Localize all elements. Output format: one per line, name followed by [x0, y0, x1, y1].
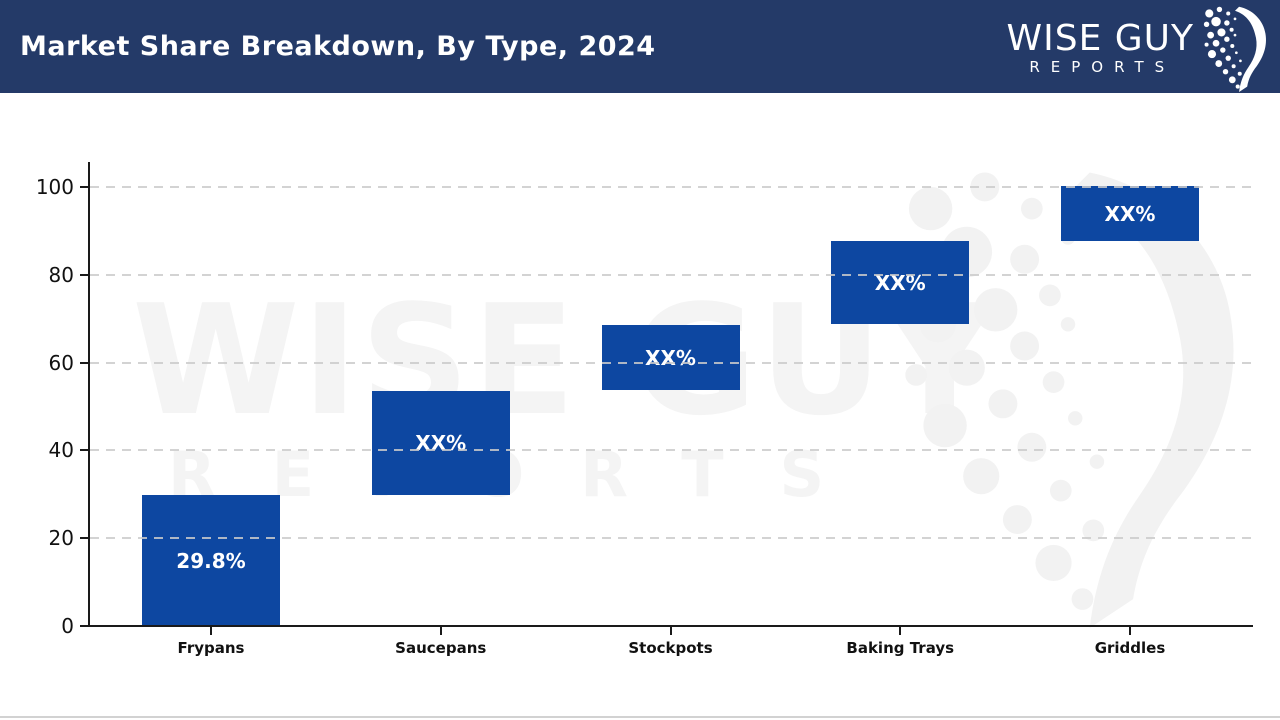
bar-stockpots: XX% — [601, 325, 740, 391]
x-category-label: Stockpots — [628, 639, 713, 657]
footer-divider — [0, 716, 1280, 718]
x-tick-3 — [899, 627, 902, 635]
brand-name: WISE GUY — [1006, 17, 1194, 59]
gridline-20 — [90, 537, 1253, 540]
x-tick-4 — [1129, 627, 1131, 635]
gridline-80 — [90, 273, 1253, 276]
y-tick-label-60: 60 — [48, 350, 74, 375]
brand-logo: WISE GUY REPORTS — [1006, 6, 1273, 92]
y-tick-100 — [80, 186, 89, 188]
y-tick-80 — [80, 273, 89, 276]
header-band: Market Share Breakdown, By Type, 2024 WI… — [0, 0, 1280, 93]
bar-baking-trays: XX% — [831, 240, 970, 325]
brand-logo-text: WISE GUY REPORTS — [1006, 17, 1195, 77]
bar-frypans: 29.8% — [142, 495, 280, 626]
x-axis-spine — [88, 625, 1253, 627]
brand-face-icon — [1203, 6, 1266, 92]
page-title: Market Share Breakdown, By Type, 2024 — [20, 31, 656, 62]
y-tick-label-20: 20 — [48, 526, 74, 551]
x-tick-0 — [210, 627, 212, 635]
bar-value-label: 29.8% — [176, 548, 246, 573]
x-category-label: Baking Trays — [846, 639, 955, 657]
y-axis-spine — [88, 162, 90, 627]
x-category-label: Frypans — [177, 639, 245, 657]
bar-saucepans: XX% — [371, 391, 510, 496]
y-tick-label-40: 40 — [48, 438, 74, 463]
y-tick-label-0: 0 — [61, 614, 74, 638]
bar-value-label: XX% — [1104, 201, 1156, 226]
x-category-label: Saucepans — [395, 639, 487, 657]
x-tick-1 — [439, 627, 442, 635]
gridline-100 — [90, 186, 1253, 188]
brand-subtitle: REPORTS — [1029, 58, 1176, 77]
x-category-label: Griddles — [1094, 639, 1166, 657]
y-tick-label-100: 100 — [35, 175, 74, 199]
x-tick-2 — [669, 627, 672, 635]
gridline-60 — [90, 361, 1253, 364]
y-tick-20 — [80, 537, 89, 540]
bar-value-label: XX% — [645, 345, 696, 370]
y-tick-0 — [80, 625, 89, 627]
y-tick-label-80: 80 — [48, 262, 74, 287]
gridline-40 — [90, 449, 1253, 452]
y-tick-60 — [80, 361, 89, 364]
bar-griddles: XX% — [1061, 186, 1199, 241]
bar-value-label: XX% — [415, 431, 467, 456]
y-tick-40 — [80, 449, 89, 452]
